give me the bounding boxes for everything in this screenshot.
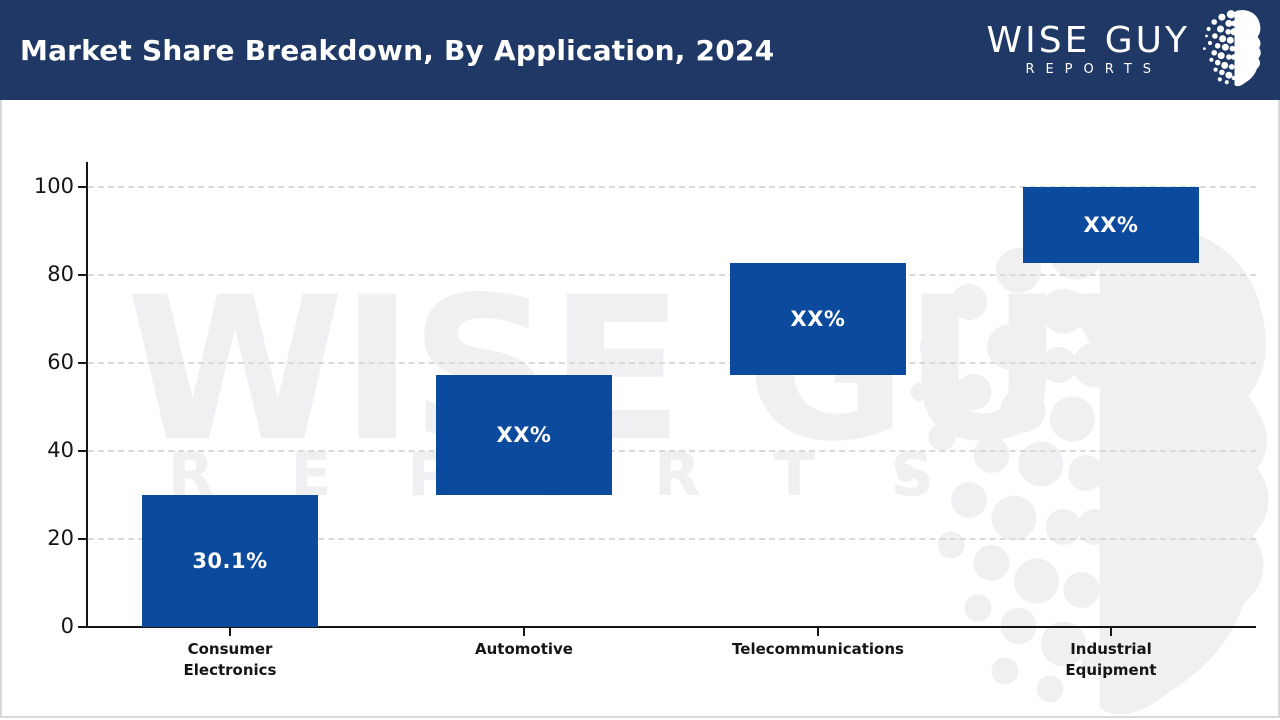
x-axis-label-consumer-electronics: Consumer Electronics [183,640,277,679]
wise-guy-logo: WISE GUY REPORTS [987,8,1280,92]
logo-wordmark-bottom: REPORTS [1025,62,1163,77]
y-axis-tick-label-0: 0 [60,614,74,638]
y-axis-tick-label-60: 60 [47,350,74,374]
page-title: Market Share Breakdown, By Application, … [20,33,775,67]
gridline-y-100 [88,186,1256,188]
gridline-y-40 [88,450,1256,452]
y-axis-tick-label-80: 80 [47,262,74,286]
x-axis-tick-3 [817,628,819,636]
y-axis-tick-label-20: 20 [47,526,74,550]
gridline-y-20 [88,538,1256,540]
x-axis-tick-4 [1110,628,1112,636]
y-axis-tick-20 [78,538,86,540]
y-axis-tick-label-100: 100 [33,174,74,198]
y-axis-line [86,162,88,628]
bar-value-label: XX% [1083,213,1139,238]
wise-guy-head-logo-icon [1203,10,1261,87]
y-axis-tick-label-40: 40 [47,438,74,462]
gridline-y-60 [88,362,1256,364]
y-axis-tick-60 [78,362,86,364]
logo-wordmark: WISE GUY REPORTS [987,22,1191,78]
x-axis-tick-2 [523,628,525,636]
y-axis-tick-0 [78,626,86,628]
x-axis-label-telecommunications: Telecommunications [732,640,904,658]
bar-value-label: XX% [496,422,552,447]
y-axis-tick-40 [78,450,86,452]
y-axis-tick-100 [78,186,86,188]
logo-wordmark-top: WISE GUY [986,20,1190,61]
bar-value-label: XX% [790,306,846,331]
bar-telecommunications: XX% [730,263,906,375]
x-axis-label-automotive: Automotive [475,640,573,658]
watermark-wise-guy-text: WISE GUY [126,254,1204,485]
x-axis-line [86,626,1256,628]
x-axis-label-industrial-equipment: Industrial Equipment [1065,640,1157,679]
bar-industrial-equipment: XX% [1023,187,1199,264]
bar-consumer-electronics: 30.1% [142,494,318,627]
bar-automotive: XX% [436,374,612,495]
x-axis-tick-1 [229,628,231,636]
y-axis-tick-80 [78,274,86,276]
bar-value-label: 30.1% [192,548,268,573]
header-bar: Market Share Breakdown, By Application, … [0,0,1280,100]
gridline-y-80 [88,274,1256,276]
